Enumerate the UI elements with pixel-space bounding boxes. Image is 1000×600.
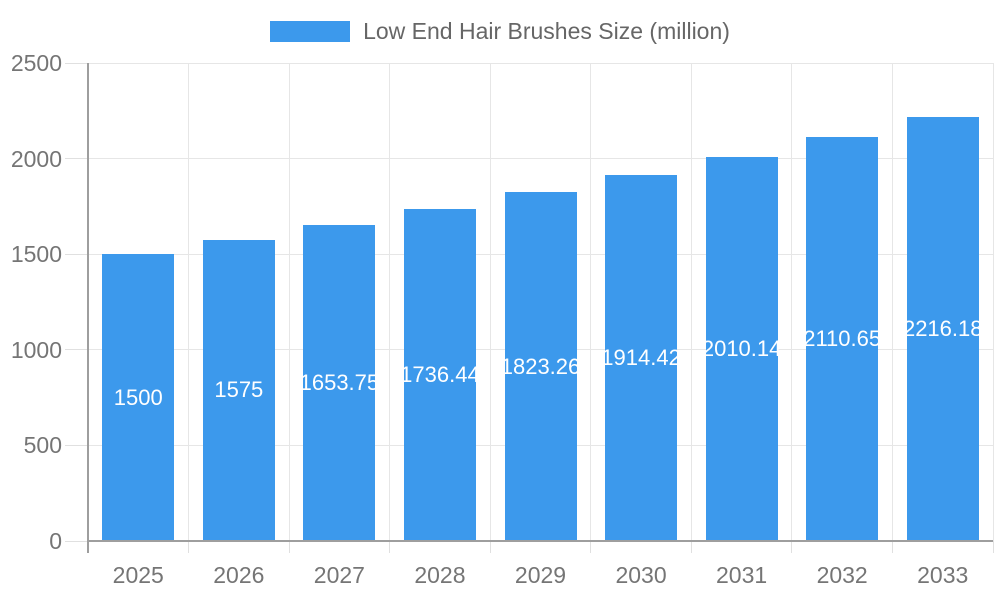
bar-value-label: 1736.44 [400, 361, 480, 387]
y-axis-tick [65, 444, 88, 446]
y-gridline [88, 62, 993, 64]
bar-value-label: 1653.75 [299, 369, 380, 395]
bar[interactable]: 2216.18 [903, 117, 982, 541]
x-gridline [791, 63, 793, 541]
x-axis-tick [389, 541, 391, 553]
bar[interactable]: 1823.26 [501, 192, 580, 541]
x-gridline [389, 63, 391, 541]
y-axis-tick [65, 349, 88, 351]
bar[interactable]: 1575 [202, 239, 275, 541]
bar-value-label: 2010.14 [701, 335, 782, 361]
bar[interactable]: 1653.75 [300, 224, 379, 541]
x-axis-label: 2030 [615, 562, 667, 588]
x-axis-label: 2029 [514, 562, 567, 588]
x-gridline [188, 63, 190, 541]
x-axis-tick [992, 541, 994, 553]
legend-swatch [270, 21, 351, 42]
x-axis-tick [489, 541, 491, 553]
x-gridline [489, 63, 491, 541]
x-axis-tick [288, 541, 290, 553]
x-gridline [690, 63, 692, 541]
x-axis-label: 2031 [716, 562, 768, 588]
bar[interactable]: 1914.42 [601, 174, 681, 541]
x-gridline [891, 63, 893, 541]
bar-value-label: 1914.42 [601, 344, 681, 370]
chart-legend[interactable]: Low End Hair Brushes Size (million) [0, 18, 1000, 45]
x-axis-label: 2026 [213, 562, 265, 588]
bar-value-label: 2216.18 [902, 316, 983, 342]
bar-value-label: 1575 [214, 377, 264, 403]
x-axis-label: 2025 [112, 562, 164, 588]
x-gridline [288, 63, 290, 541]
bar-value-label: 1500 [113, 384, 163, 410]
x-axis-tick [690, 541, 692, 553]
bar[interactable]: 1736.44 [400, 208, 480, 541]
y-axis-label: 500 [23, 432, 62, 459]
y-axis-label: 0 [49, 528, 62, 554]
y-axis-line [86, 63, 89, 553]
bar-value-label: 1823.26 [500, 353, 581, 379]
y-axis-tick [65, 253, 88, 255]
x-axis-label: 2032 [816, 562, 868, 588]
bar[interactable]: 2110.65 [803, 137, 882, 541]
x-axis-label: 2027 [313, 562, 365, 588]
x-axis-line [88, 540, 993, 542]
bar[interactable]: 1500 [102, 254, 175, 541]
y-axis-label: 1500 [10, 241, 62, 268]
y-axis-label: 2500 [10, 50, 62, 76]
y-axis-label: 1000 [10, 336, 62, 363]
bar[interactable]: 2010.14 [702, 156, 781, 541]
y-gridline [88, 158, 993, 160]
y-axis-tick [65, 540, 88, 542]
x-axis-tick [891, 541, 893, 553]
y-axis-label: 2000 [10, 145, 62, 172]
x-axis-label: 2028 [414, 562, 466, 588]
x-axis-tick [590, 541, 592, 553]
x-axis-tick [791, 541, 793, 553]
x-axis-label: 2033 [917, 562, 969, 588]
x-axis-tick [188, 541, 190, 553]
x-gridline [590, 63, 592, 541]
bar-value-label: 2110.65 [803, 326, 882, 352]
y-axis-tick [65, 158, 88, 160]
x-gridline [992, 63, 994, 541]
legend-label: Low End Hair Brushes Size (million) [363, 18, 730, 44]
y-axis-tick [65, 62, 88, 64]
